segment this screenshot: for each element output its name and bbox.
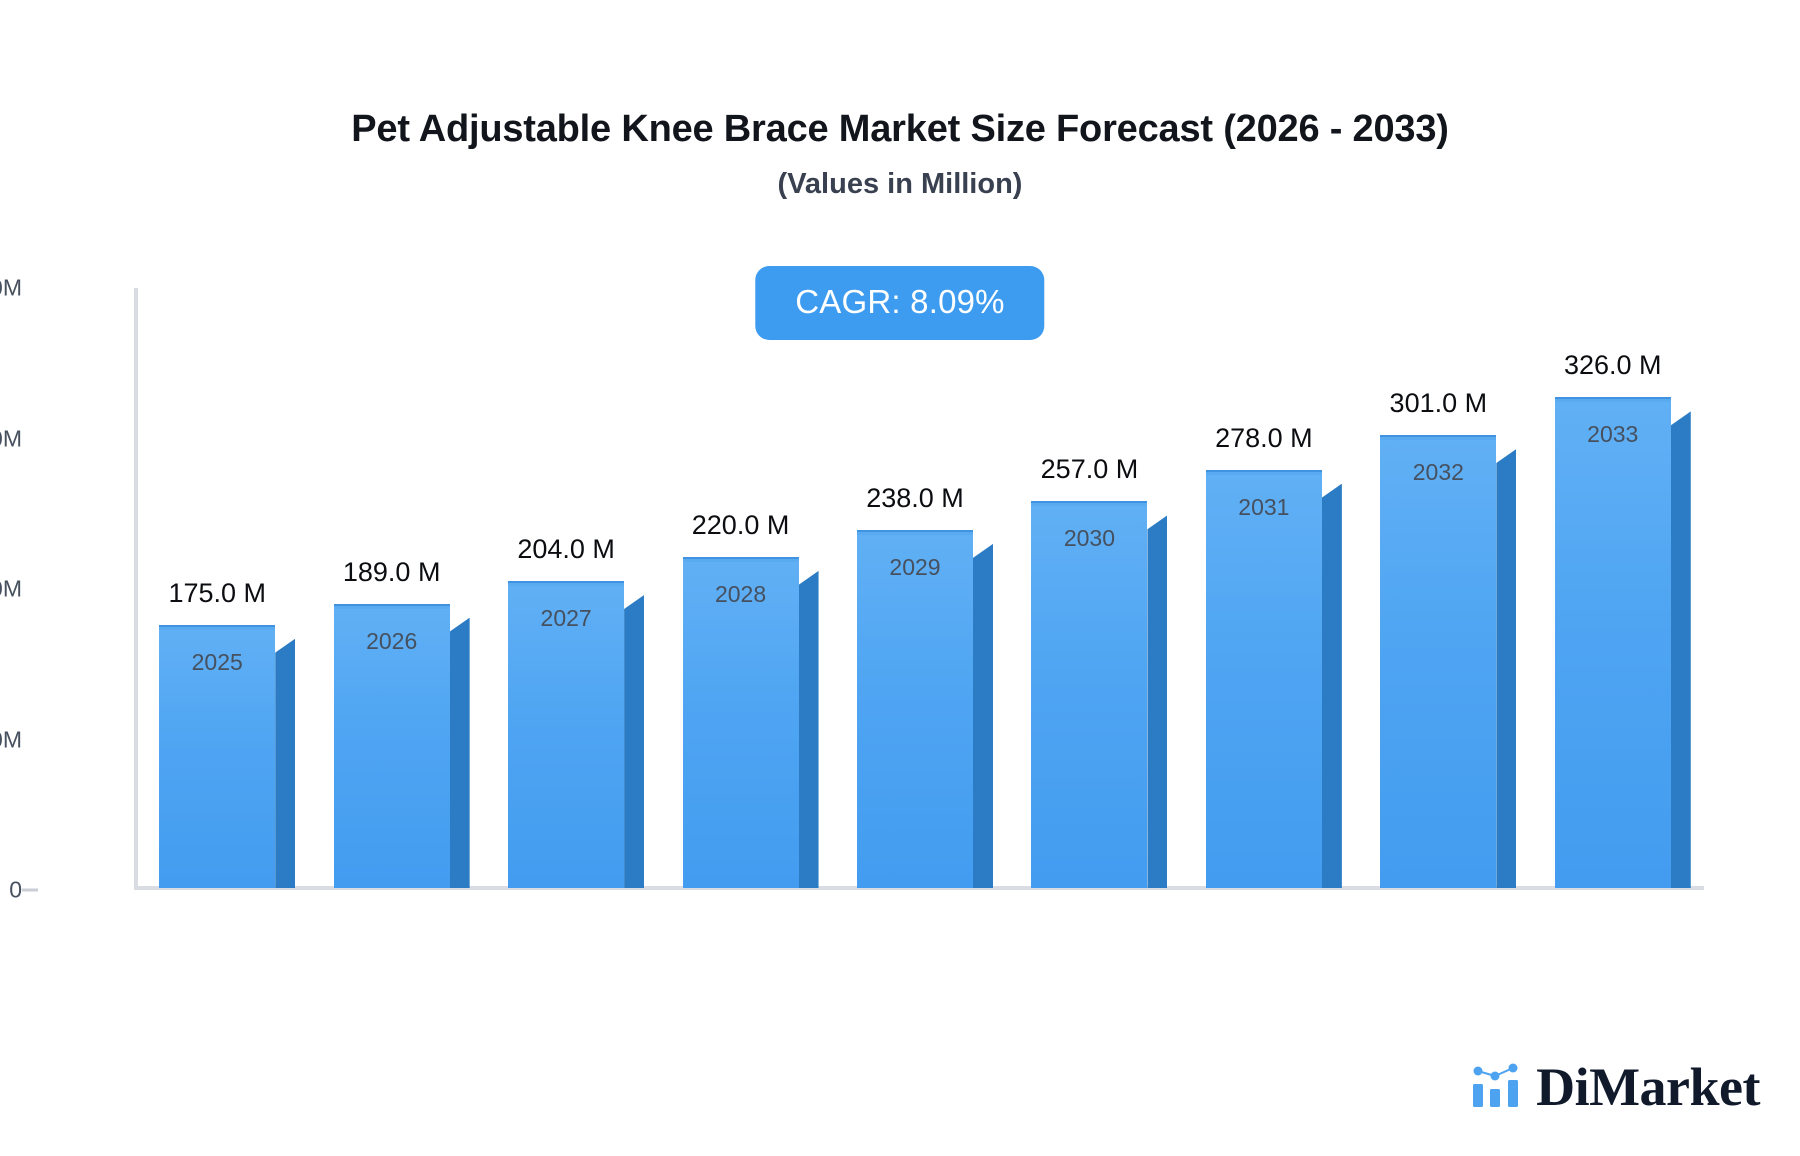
bar-side-face [798, 570, 819, 888]
bar-top-face [333, 603, 450, 609]
bar-side-face [1147, 515, 1168, 888]
bar-2026[interactable]: 189.0 M 2026 [333, 557, 470, 888]
bar-top-face [1554, 397, 1671, 403]
bar-top-face [508, 580, 625, 586]
bar-2033[interactable]: 326.0 M 2033 [1554, 350, 1691, 888]
bar-value-label: 175.0 M [168, 577, 266, 608]
bar-front-face [1205, 469, 1322, 888]
x-axis-tick-label-2029: 2029 [889, 553, 941, 580]
y-axis-tick-label: 300.0M [0, 425, 22, 451]
bar-front-face [857, 529, 973, 888]
x-axis-tick-label-2031: 2031 [1238, 493, 1290, 520]
bar-top-face [1380, 435, 1497, 440]
bar-2025[interactable]: 175.0 M 2025 [159, 578, 296, 888]
x-axis-tick-label-2028: 2028 [714, 580, 767, 607]
bar-top-face [1205, 469, 1322, 475]
bar-side-face [624, 594, 645, 888]
bar-front-face [159, 624, 276, 888]
brand-name: DiMarket [1536, 1057, 1760, 1117]
y-axis-ticks: 400.0M 300.0M 200.0M 100.0M 0 [0, 0, 134, 1156]
bar-top-face [159, 624, 276, 630]
bar-side-face [1321, 483, 1342, 888]
y-axis-line [134, 288, 138, 890]
y-axis-tick-label: 0 [9, 876, 22, 903]
bar-value-label: 326.0 M [1563, 350, 1662, 381]
chart-header: Pet Adjustable Knee Brace Market Size Fo… [0, 108, 1800, 201]
bar-value-label: 204.0 M [517, 533, 615, 564]
brand-logo: DiMarket [1470, 1060, 1760, 1114]
bar-top-face [1031, 501, 1148, 507]
bar-front-face [1031, 501, 1148, 888]
y-axis-tick-label: 200.0M [0, 575, 22, 602]
bar-front-face [1554, 397, 1671, 888]
x-axis-tick-label-2033: 2033 [1587, 421, 1639, 448]
bar-front-face [333, 603, 450, 888]
bar-side-face [973, 543, 993, 888]
bar-value-label: 220.0 M [691, 509, 790, 540]
plot-area: 175.0 M 2025 189.0 M 2026 204.0 M 2027 220.0 M… [134, 288, 1704, 890]
bar-2031[interactable]: 278.0 M 2031 [1205, 423, 1342, 888]
bar-front-face [508, 580, 625, 888]
cagr-badge: CAGR: 8.09% [755, 266, 1045, 340]
bar-value-label: 238.0 M [866, 482, 964, 513]
bar-side-face [449, 617, 470, 888]
bar-top-face [857, 529, 973, 535]
bar-value-label: 301.0 M [1389, 388, 1488, 418]
x-axis-tick-label-2025: 2025 [191, 648, 243, 675]
bar-2029[interactable]: 238.0 M 2029 [857, 483, 993, 888]
bar-front-face [682, 556, 799, 888]
bar-side-face [275, 638, 296, 888]
bar-value-label: 257.0 M [1040, 454, 1139, 485]
y-axis-tick-label: 400.0M [0, 274, 22, 301]
x-axis-tick-label-2027: 2027 [540, 604, 592, 631]
bar-2032[interactable]: 301.0 M 2032 [1380, 388, 1517, 888]
chart-subtitle: (Values in Million) [777, 167, 1023, 200]
x-axis-tick-label-2030: 2030 [1063, 525, 1116, 552]
bar-top-face [682, 556, 799, 562]
bar-side-face [1670, 411, 1691, 888]
bar-2030[interactable]: 257.0 M 2030 [1031, 454, 1168, 888]
x-axis-tick-label-2032: 2032 [1412, 459, 1464, 485]
bar-value-label: 189.0 M [342, 556, 441, 587]
bar-value-label: 278.0 M [1215, 422, 1313, 453]
y-axis-tick-mark [22, 888, 38, 892]
x-axis-line [134, 886, 1704, 890]
y-axis-tick-label: 100.0M [0, 726, 22, 752]
x-axis-tick-label-2026: 2026 [366, 627, 418, 654]
chart-title: Pet Adjustable Knee Brace Market Size Fo… [351, 108, 1449, 150]
bar-front-face [1380, 435, 1497, 888]
bar-2027[interactable]: 204.0 M 2027 [508, 534, 645, 888]
bar-side-face [1496, 449, 1517, 888]
bar-series: 175.0 M 2025 189.0 M 2026 204.0 M 2027 220.0 M… [134, 288, 1704, 890]
bar-chart-icon [1470, 1062, 1522, 1113]
bar-2028[interactable]: 220.0 M 2028 [682, 510, 819, 888]
